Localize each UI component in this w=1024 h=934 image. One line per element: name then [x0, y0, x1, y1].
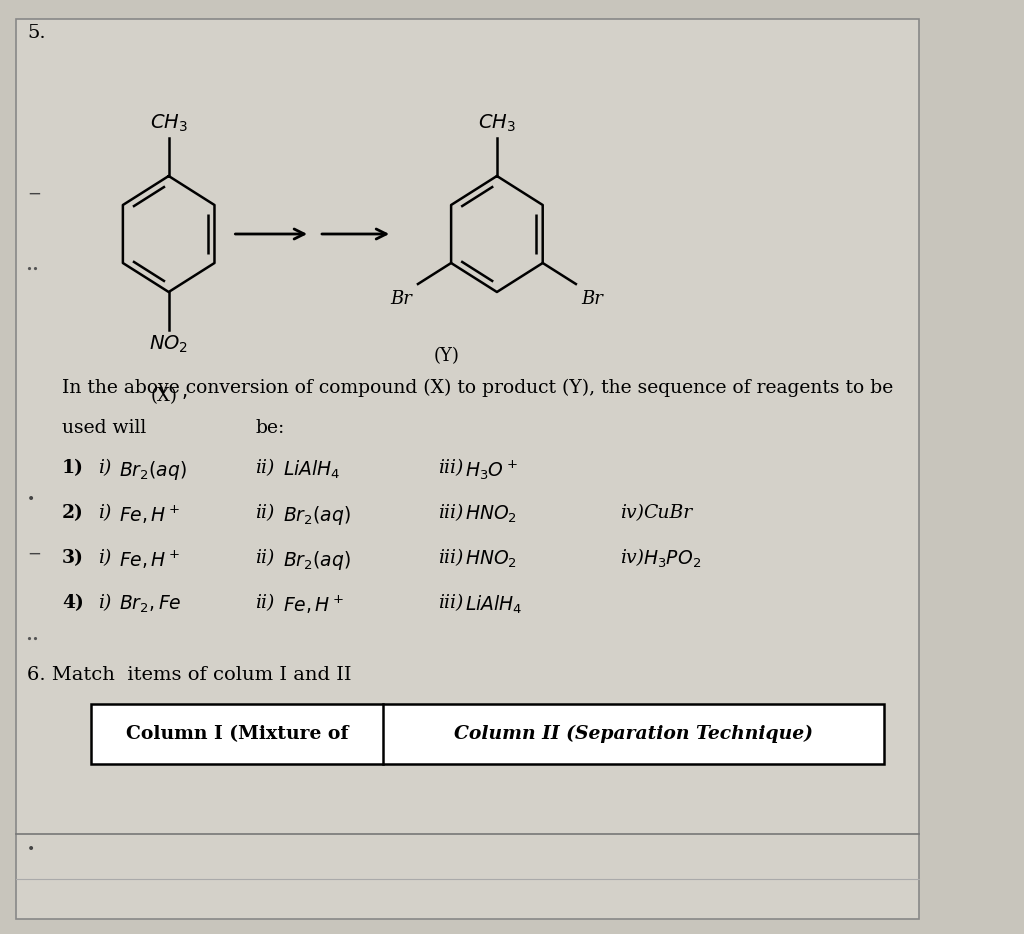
Text: ∙∙: ∙∙	[26, 634, 40, 644]
Text: $Br_2(aq)$: $Br_2(aq)$	[119, 459, 186, 482]
Text: be:: be:	[255, 419, 285, 437]
Text: $H_3PO_2$: $H_3PO_2$	[643, 549, 701, 571]
Text: i): i)	[98, 549, 112, 567]
Text: iii): iii)	[437, 594, 463, 612]
Text: 1): 1)	[62, 459, 84, 477]
Text: $HNO_2$: $HNO_2$	[465, 549, 517, 571]
Text: 3): 3)	[62, 549, 84, 567]
Text: Br: Br	[390, 290, 413, 308]
Text: $Br_2(aq)$: $Br_2(aq)$	[283, 504, 350, 527]
Text: $Br_2(aq)$: $Br_2(aq)$	[283, 549, 350, 572]
Text: $Br_2, Fe$: $Br_2, Fe$	[119, 594, 181, 616]
Text: ii): ii)	[255, 549, 274, 567]
Text: iii): iii)	[437, 504, 463, 522]
Text: i): i)	[98, 459, 112, 477]
Text: $NO_2$: $NO_2$	[150, 334, 188, 355]
Text: In the above conversion of compound (X) to product (Y), the sequence of reagents: In the above conversion of compound (X) …	[62, 379, 893, 397]
Text: ii): ii)	[255, 504, 274, 522]
Text: $Fe, H^+$: $Fe, H^+$	[119, 504, 180, 526]
Text: (Y): (Y)	[434, 347, 460, 365]
Text: iv): iv)	[620, 549, 644, 567]
Text: (X): (X)	[151, 387, 177, 405]
Text: $H_3O^+$: $H_3O^+$	[465, 459, 518, 482]
Text: ii): ii)	[255, 459, 274, 477]
Text: $Fe, H^+$: $Fe, H^+$	[119, 549, 180, 571]
Text: iii): iii)	[437, 459, 463, 477]
Text: Br: Br	[582, 290, 603, 308]
Text: $Fe, H^+$: $Fe, H^+$	[283, 594, 344, 616]
Text: Column I (Mixture of: Column I (Mixture of	[126, 725, 348, 743]
Text: −: −	[28, 545, 41, 563]
Text: $LiAlH_4$: $LiAlH_4$	[283, 459, 340, 481]
Text: 4): 4)	[62, 594, 84, 612]
Text: i): i)	[98, 594, 112, 612]
Bar	[91, 704, 885, 764]
Text: •: •	[28, 842, 36, 856]
Text: i): i)	[98, 504, 112, 522]
Text: 5.: 5.	[28, 24, 46, 42]
Text: Column II (Separation Technique): Column II (Separation Technique)	[455, 725, 813, 743]
Text: iii): iii)	[437, 549, 463, 567]
Text: $HNO_2$: $HNO_2$	[465, 504, 517, 525]
Text: ∙∙: ∙∙	[26, 264, 40, 274]
Text: ii): ii)	[255, 594, 274, 612]
Text: $CH_3$: $CH_3$	[478, 113, 516, 134]
Text: −: −	[28, 185, 41, 203]
Text: $CH_3$: $CH_3$	[150, 113, 187, 134]
Text: ,: ,	[182, 382, 188, 401]
Text: 2): 2)	[62, 504, 84, 522]
Text: iv): iv)	[620, 504, 644, 522]
Text: CuBr: CuBr	[643, 504, 692, 522]
Text: $LiAlH_4$: $LiAlH_4$	[465, 594, 522, 616]
Text: 6. Match  items of colum I and II: 6. Match items of colum I and II	[28, 666, 352, 684]
Text: used will: used will	[62, 419, 146, 437]
Text: •: •	[28, 492, 36, 506]
